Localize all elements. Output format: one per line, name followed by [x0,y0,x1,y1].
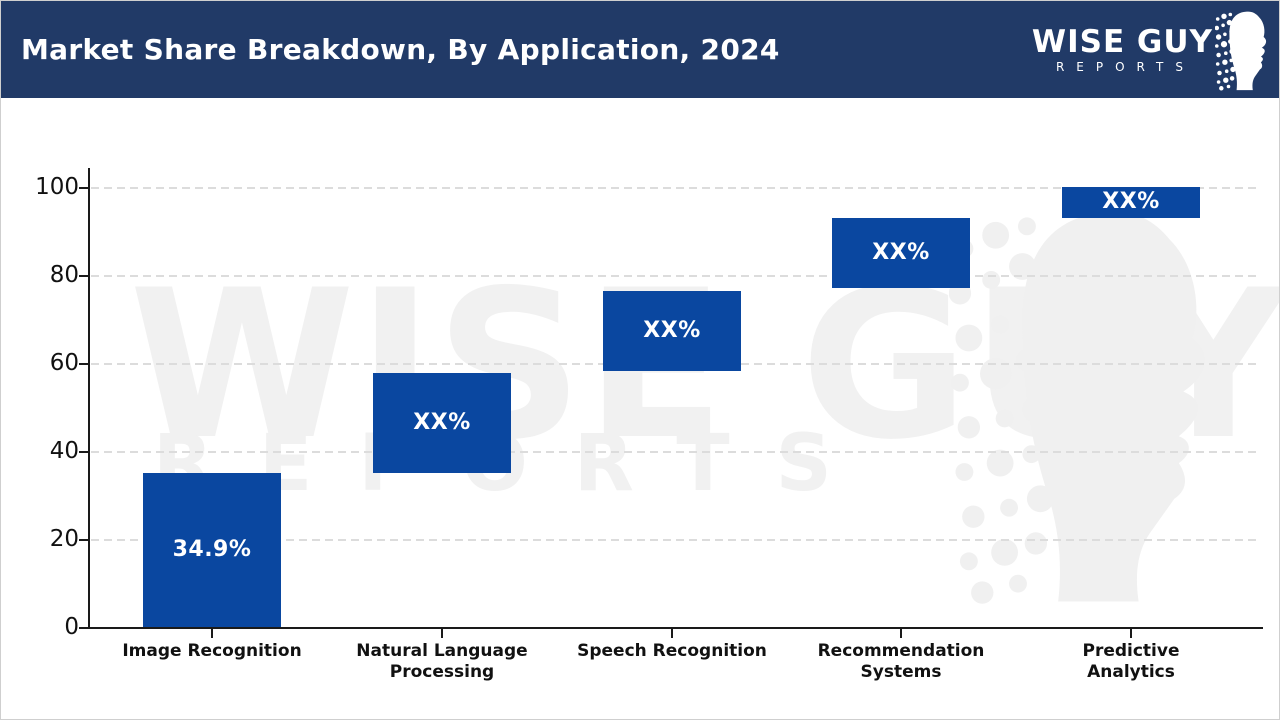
bar-natural-language-processing: XX% [373,373,511,474]
gridline [91,187,1261,189]
logo-text: WISE GUY REPORTS [1032,26,1213,75]
y-tick-label: 80 [49,262,79,288]
bar-value-label: XX% [643,318,701,344]
y-tick-mark [79,187,88,189]
x-category-label-natural-language-processing: Natural Language Processing [327,641,557,683]
y-tick-mark [79,627,88,629]
y-tick-mark [79,451,88,453]
bar-speech-recognition: XX% [603,290,741,372]
gridline [91,539,1261,541]
bar-predictive-analytics: XX% [1062,187,1200,218]
x-category-label-line: Recommendation [817,641,985,661]
x-category-label-line: Systems [860,662,942,682]
bar-value-label: XX% [872,239,930,265]
logo-name: WISE GUY [1031,23,1213,60]
x-category-label-line: Natural Language [356,641,528,661]
bar-value-label: XX% [413,410,471,436]
x-tick-mark [211,629,213,638]
x-category-label-line: Processing [389,662,495,682]
y-tick-label: 0 [64,614,79,640]
x-tick-mark [441,629,443,638]
logo-subname: REPORTS [1055,60,1195,75]
bar-value-label: 34.9% [172,537,252,563]
x-category-label-line: Predictive [1082,641,1180,661]
x-category-label-speech-recognition: Speech Recognition [557,641,787,662]
y-tick-mark [79,539,88,541]
logo-face-icon [1215,11,1267,91]
bar-image-recognition: 34.9% [143,473,281,627]
x-category-label-image-recognition: Image Recognition [97,641,327,662]
x-category-label-recommendation-systems: Recommendation Systems [786,641,1016,683]
x-tick-mark [671,629,673,638]
bar-value-label: XX% [1102,189,1160,215]
x-category-label-line: Analytics [1087,662,1175,682]
x-tick-mark [900,629,902,638]
bar-recommendation-systems: XX% [832,217,970,289]
gridline [91,451,1261,453]
x-category-label-predictive-analytics: Predictive Analytics [1016,641,1246,683]
y-tick-mark [79,363,88,365]
x-category-label-line: Image Recognition [122,641,302,661]
logo: WISE GUY REPORTS [1032,8,1269,92]
x-category-label-line: Speech Recognition [577,641,767,661]
gridline [91,275,1261,277]
y-tick-mark [79,275,88,277]
header-bar: Market Share Breakdown, By Application, … [1,1,1279,98]
y-tick-label: 40 [49,438,79,464]
y-tick-label: 20 [49,526,79,552]
y-axis-line [88,168,90,629]
y-tick-label: 100 [35,174,79,200]
x-axis-line [88,627,1263,629]
page-title: Market Share Breakdown, By Application, … [21,33,780,66]
y-tick-label: 60 [49,350,79,376]
x-tick-mark [1130,629,1132,638]
